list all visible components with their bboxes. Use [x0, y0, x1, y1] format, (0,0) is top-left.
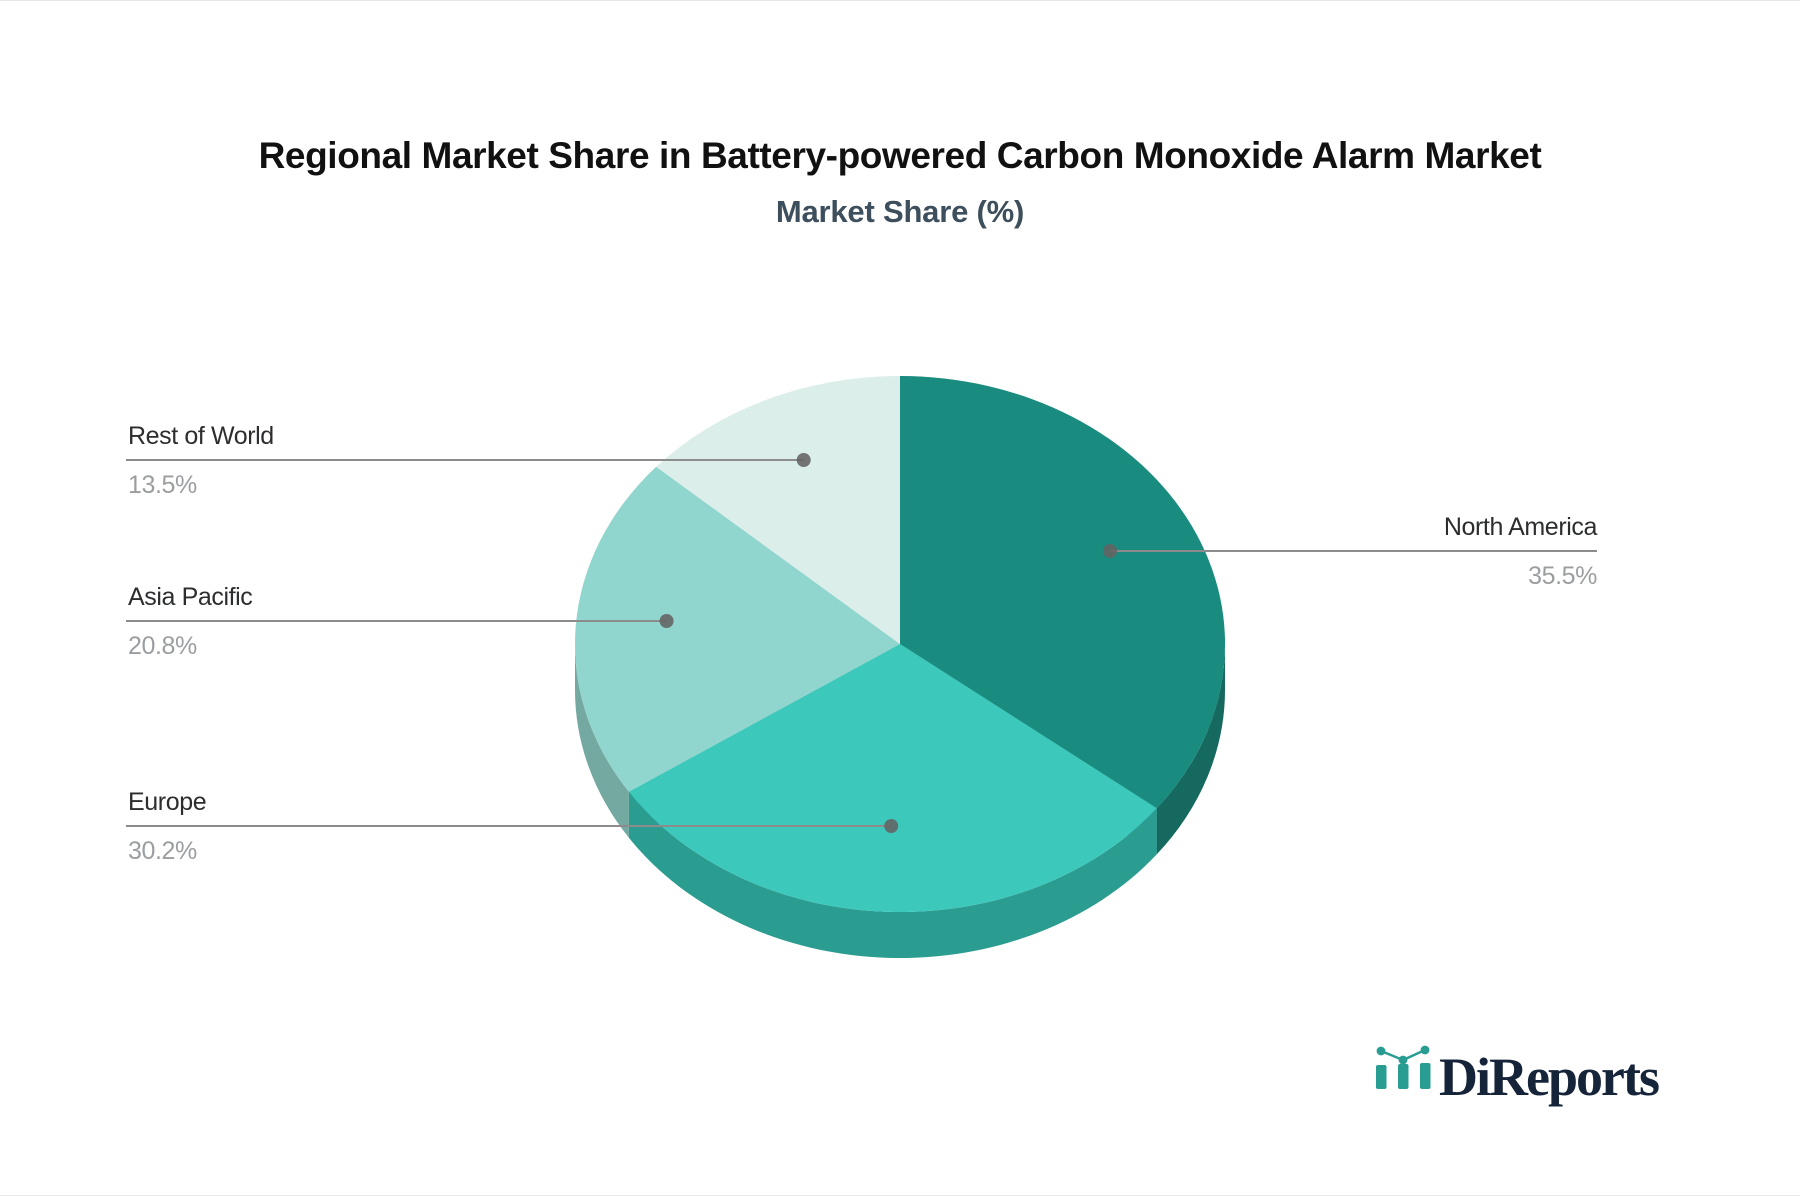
leader-dot	[884, 819, 899, 833]
slice-label-rest-of-world: Rest of World	[128, 422, 274, 450]
logo-text: DiReports	[1439, 1047, 1660, 1107]
leader-dot	[1103, 544, 1118, 558]
logo-bar-chart-icon	[1376, 1045, 1431, 1089]
chart-title: Regional Market Share in Battery-powered…	[258, 135, 1542, 176]
pie-slice-rim	[575, 644, 629, 838]
pie-slice-rim	[628, 791, 1157, 959]
leader-dot	[796, 453, 811, 467]
pie-slice-europe	[628, 644, 1157, 913]
pie-slice-asia-pacific	[575, 466, 900, 792]
slice-value-rest-of-world: 13.5%	[128, 471, 197, 499]
chart-subtitle: Market Share (%)	[775, 194, 1025, 229]
leader-dot	[659, 614, 674, 628]
slice-value-asia-pacific: 20.8%	[128, 632, 197, 660]
pie-slice-rim	[1156, 644, 1225, 855]
pie-slice-north-america	[900, 376, 1226, 809]
slice-value-north-america: 35.5%	[1528, 562, 1597, 590]
slice-label-north-america: North America	[1443, 513, 1598, 541]
direports-logo: DiReports	[1376, 1042, 1660, 1107]
pie-slice-rest-of-world	[656, 376, 900, 644]
slice-label-europe: Europe	[128, 788, 207, 816]
slice-value-europe: 30.2%	[128, 837, 197, 865]
slice-label-asia-pacific: Asia Pacific	[128, 583, 253, 611]
